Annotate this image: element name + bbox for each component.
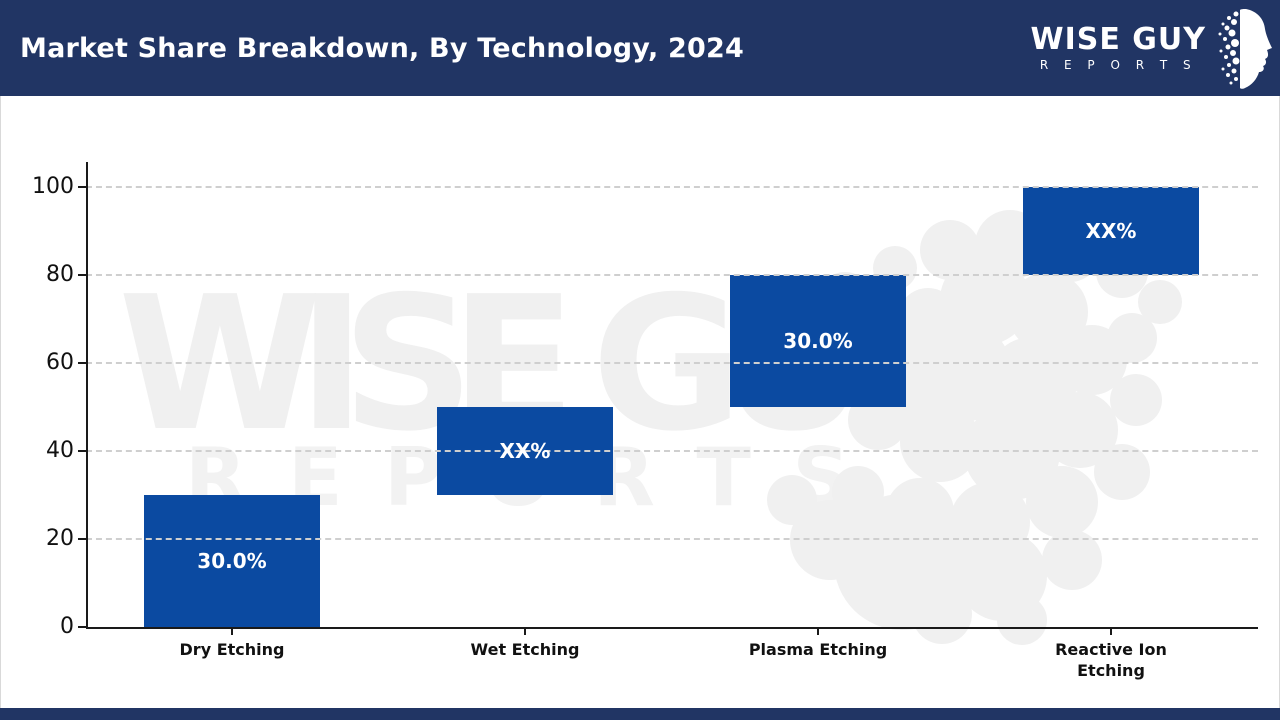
- gridline-40: [86, 450, 1258, 452]
- y-tick-mark-80: [78, 274, 86, 276]
- gridline-20: [86, 538, 1258, 540]
- y-tick-label-80: 80: [46, 262, 74, 287]
- y-tick-label-100: 100: [32, 174, 74, 199]
- x-tick-mark: [231, 629, 233, 635]
- header-bar: Market Share Breakdown, By Technology, 2…: [0, 0, 1280, 96]
- y-tick-mark-0: [78, 626, 86, 628]
- bar-value-label: 30.0%: [197, 549, 267, 573]
- y-tick-mark-60: [78, 362, 86, 364]
- y-axis-spine: [86, 162, 88, 629]
- x-axis-label: Dry Etching: [179, 640, 285, 659]
- bar-value-label: XX%: [499, 439, 551, 463]
- footer-bar: [0, 708, 1280, 720]
- gridline-60: [86, 362, 1258, 364]
- x-axis-label: Plasma Etching: [748, 640, 888, 659]
- y-tick-mark-20: [78, 538, 86, 540]
- x-axis-label: Reactive Ion Etching: [1055, 640, 1167, 680]
- brand-face-icon: [1218, 9, 1272, 89]
- y-tick-label-0: 0: [60, 614, 74, 639]
- brand-logo: WISE GUY R E P O R T S: [1030, 0, 1274, 96]
- x-tick-mark: [524, 629, 526, 635]
- x-axis-label: Wet Etching: [470, 640, 580, 659]
- page-title: Market Share Breakdown, By Technology, 2…: [20, 32, 745, 64]
- y-tick-mark-100: [78, 186, 86, 188]
- bar-dry-etching: [144, 495, 320, 627]
- gridline-80: [86, 274, 1258, 276]
- gridline-100: [86, 186, 1258, 188]
- brand-subtitle: R E P O R T S: [1039, 58, 1197, 72]
- x-axis-spine: [86, 627, 1258, 629]
- y-tick-label-40: 40: [46, 438, 74, 463]
- y-tick-label-60: 60: [46, 350, 74, 375]
- x-tick-mark: [1110, 629, 1112, 635]
- y-tick-mark-40: [78, 450, 86, 452]
- bar-value-label: 30.0%: [783, 329, 853, 353]
- brand-name: WISE GUY: [1030, 22, 1206, 57]
- brand-wordmark: WISE GUY R E P O R T S: [1030, 22, 1206, 72]
- y-tick-label-20: 20: [46, 526, 74, 551]
- x-tick-mark: [817, 629, 819, 635]
- bar-value-label: XX%: [1085, 219, 1137, 243]
